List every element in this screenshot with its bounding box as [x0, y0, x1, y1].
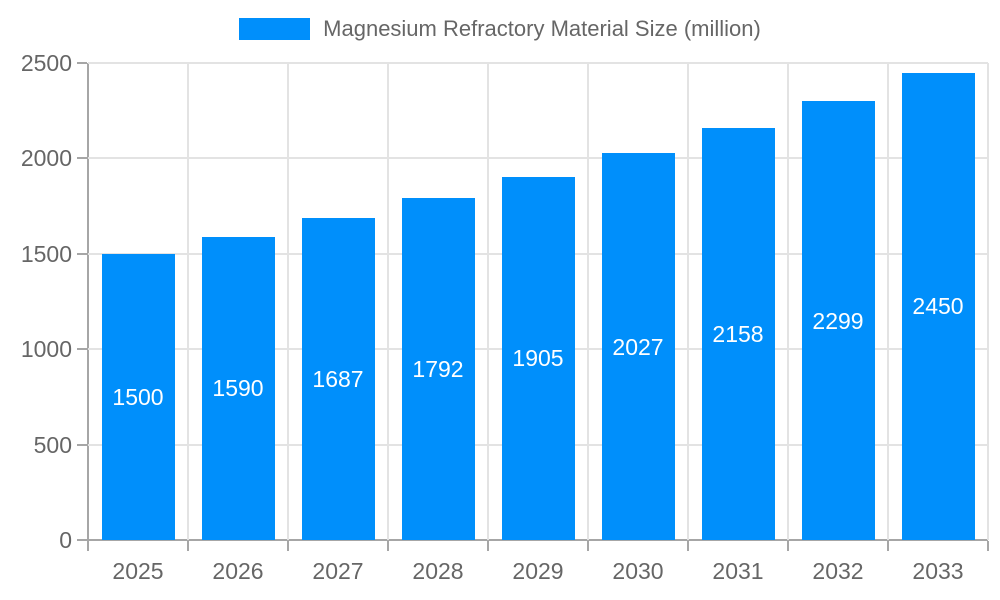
- bar-value-label: 1500: [112, 383, 164, 410]
- y-axis-tick-label: 2000: [20, 145, 72, 172]
- x-axis-category-label: 2031: [712, 558, 764, 584]
- x-axis-category-label: 2033: [912, 558, 964, 584]
- bar-2027: 1687: [301, 218, 375, 540]
- x-gridline: [287, 63, 289, 540]
- x-gridline: [187, 63, 189, 540]
- x-axis-tick: [87, 541, 89, 551]
- bar-value-label: 2158: [712, 321, 764, 348]
- x-axis-tick: [187, 541, 189, 551]
- y-axis-tick-label: 0: [59, 527, 72, 553]
- bar-2029: 1905: [501, 176, 575, 540]
- y-axis-tick: [77, 157, 87, 160]
- bar-2030: 2027: [601, 153, 675, 540]
- y-axis-tick-label: 1000: [20, 336, 72, 363]
- x-gridline: [387, 63, 389, 540]
- legend-label: Magnesium Refractory Material Size (mill…: [323, 16, 761, 41]
- x-axis-category-label: 2029: [512, 558, 564, 584]
- y-axis-line: [87, 63, 89, 541]
- x-axis-tick: [587, 541, 589, 551]
- bar-value-label: 1590: [212, 375, 264, 402]
- y-axis-tick-label: 2500: [20, 50, 72, 76]
- y-axis-tick: [77, 539, 87, 541]
- x-axis-tick: [287, 541, 289, 551]
- x-axis-category-label: 2028: [412, 558, 464, 584]
- x-axis-line: [87, 539, 988, 541]
- bar-value-label: 2299: [812, 307, 864, 334]
- x-axis-category-label: 2030: [612, 558, 664, 584]
- bar-2025: 1500: [101, 253, 175, 540]
- x-gridline: [487, 63, 489, 540]
- y-axis-tick: [77, 252, 87, 255]
- x-axis-tick: [887, 541, 889, 551]
- x-gridline: [987, 63, 989, 540]
- x-gridline: [887, 63, 889, 540]
- x-axis-tick: [787, 541, 789, 551]
- bar-value-label: 1905: [512, 345, 564, 372]
- x-axis-category-label: 2032: [812, 558, 864, 584]
- x-axis-category-label: 2025: [112, 558, 164, 584]
- bar-2026: 1590: [201, 236, 275, 540]
- chart-legend[interactable]: Magnesium Refractory Material Size (mill…: [0, 16, 1000, 42]
- bar-value-label: 2027: [612, 333, 664, 360]
- x-axis-category-label: 2027: [312, 558, 364, 584]
- x-axis-tick: [487, 541, 489, 551]
- x-gridline: [787, 63, 789, 540]
- x-axis-tick: [987, 541, 989, 551]
- x-axis-tick: [687, 541, 689, 551]
- y-gridline: [88, 62, 988, 64]
- bar-value-label: 2450: [912, 293, 964, 320]
- bar-2028: 1792: [401, 198, 475, 540]
- x-gridline: [587, 63, 589, 540]
- plot-area: 0 500 1000 1500 2000 2500 1500 2025 1590 2026 1687…: [21, 50, 989, 584]
- y-axis-tick-label: 1500: [20, 240, 72, 267]
- bar-value-label: 1792: [412, 356, 464, 383]
- bar-2031: 2158: [701, 128, 775, 540]
- y-axis-tick: [77, 62, 87, 64]
- y-gridline: [88, 157, 988, 160]
- bar-value-label: 1687: [312, 366, 364, 393]
- bar-2032: 2299: [801, 101, 875, 540]
- y-axis-tick-label: 500: [33, 431, 72, 458]
- y-axis-tick: [77, 348, 87, 351]
- x-axis-category-label: 2026: [212, 558, 264, 584]
- bar-2033: 2450: [901, 72, 975, 540]
- x-axis-tick: [387, 541, 389, 551]
- y-axis-tick: [77, 443, 87, 446]
- x-gridline: [687, 63, 689, 540]
- legend-swatch-icon: [239, 18, 311, 40]
